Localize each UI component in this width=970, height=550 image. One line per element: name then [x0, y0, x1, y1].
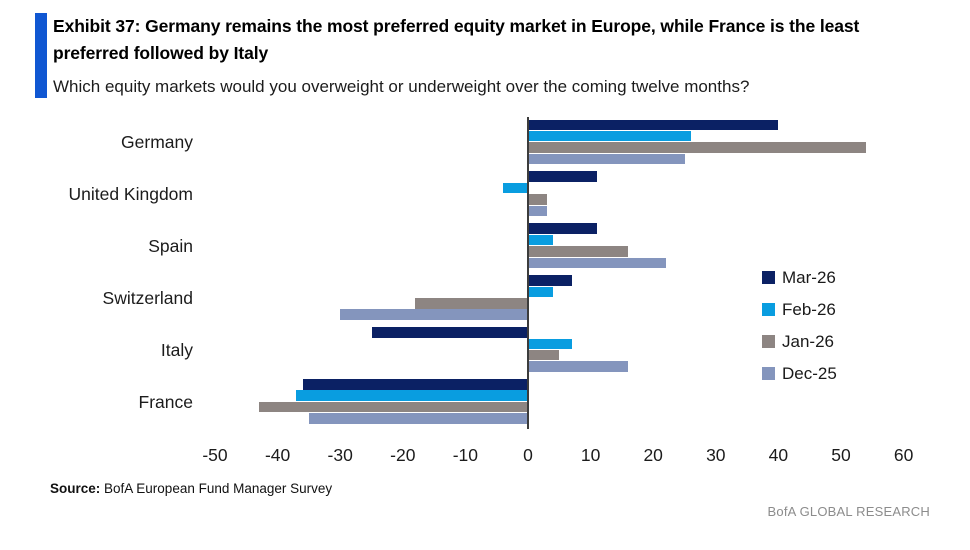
bar-dec-25-france — [308, 413, 528, 424]
x-tick-label-30: 30 — [706, 445, 726, 465]
bar-mar-26-france — [302, 379, 528, 390]
bar-jan-26-italy — [528, 349, 560, 361]
legend-label: Dec-25 — [782, 364, 837, 383]
bar-feb-26-spain — [528, 234, 554, 246]
legend-swatch-icon — [762, 367, 775, 380]
bar-feb-26-united-kingdom — [502, 182, 528, 194]
bar-jan-26-switzerland — [415, 298, 528, 309]
x-tick-label--30: -30 — [327, 445, 353, 465]
x-tick-label-0: 0 — [523, 445, 533, 465]
bar-feb-26-germany — [528, 130, 691, 142]
x-tick-label-20: 20 — [643, 445, 663, 465]
bar-mar-26-switzerland — [528, 275, 572, 286]
x-tick-label--40: -40 — [264, 445, 291, 465]
chart-legend: Mar-26 Feb-26 Jan-26 Dec-25 — [762, 268, 837, 383]
bar-dec-25-switzerland — [340, 309, 528, 320]
x-tick-label--50: -50 — [202, 445, 228, 465]
exhibit-title: Exhibit 37: Germany remains the most pre… — [53, 16, 860, 63]
bar-mar-26-spain — [528, 223, 597, 234]
legend-swatch-icon — [762, 271, 775, 284]
legend-swatch-icon — [762, 303, 775, 316]
x-tick-label--10: -10 — [452, 445, 479, 465]
legend-label: Feb-26 — [782, 300, 836, 319]
bar-feb-26-france — [296, 390, 528, 401]
bar-jan-26-united-kingdom — [528, 194, 547, 205]
source-label: Source: — [50, 481, 101, 496]
x-tick-label-50: 50 — [831, 445, 851, 465]
legend-label: Mar-26 — [782, 268, 836, 287]
x-tick-label--20: -20 — [390, 445, 416, 465]
legend-label: Jan-26 — [782, 332, 834, 351]
category-label-italy: Italy — [160, 339, 193, 360]
bar-dec-25-germany — [528, 153, 685, 165]
legend-item-dec-25: Dec-25 — [762, 364, 837, 383]
bar-dec-25-italy — [528, 361, 629, 372]
x-tick-label-40: 40 — [768, 445, 789, 465]
category-label-france: France — [138, 391, 193, 412]
bar-jan-26-germany — [528, 142, 867, 153]
chart-subtitle: Which equity markets would you overweigh… — [53, 77, 750, 96]
bar-dec-25-united-kingdom — [528, 205, 547, 217]
exhibit-accent-bar — [35, 13, 47, 98]
source-text: BofA European Fund Manager Survey — [100, 481, 333, 496]
bar-feb-26-italy — [528, 338, 572, 350]
bar-mar-26-italy — [371, 327, 528, 338]
brand-watermark: BofA GLOBAL RESEARCH — [767, 504, 930, 519]
bar-feb-26-switzerland — [528, 286, 554, 298]
bar-mar-26-united-kingdom — [528, 171, 597, 182]
bar-mar-26-germany — [528, 119, 779, 131]
legend-item-mar-26: Mar-26 — [762, 268, 837, 287]
category-label-united-kingdom: United Kingdom — [68, 184, 193, 205]
legend-item-feb-26: Feb-26 — [762, 300, 837, 319]
x-tick-label-60: 60 — [893, 445, 914, 465]
category-label-spain: Spain — [148, 236, 193, 256]
x-tick-label-10: 10 — [580, 445, 601, 465]
zero-axis-line — [527, 117, 529, 429]
legend-item-jan-26: Jan-26 — [762, 332, 837, 351]
bar-dec-25-spain — [528, 257, 666, 269]
category-label-germany: Germany — [121, 132, 193, 153]
source-note: Source: BofA European Fund Manager Surve… — [50, 481, 332, 496]
bar-jan-26-spain — [528, 246, 629, 257]
legend-swatch-icon — [762, 335, 775, 348]
category-label-switzerland: Switzerland — [102, 287, 193, 308]
bar-jan-26-france — [258, 401, 528, 413]
